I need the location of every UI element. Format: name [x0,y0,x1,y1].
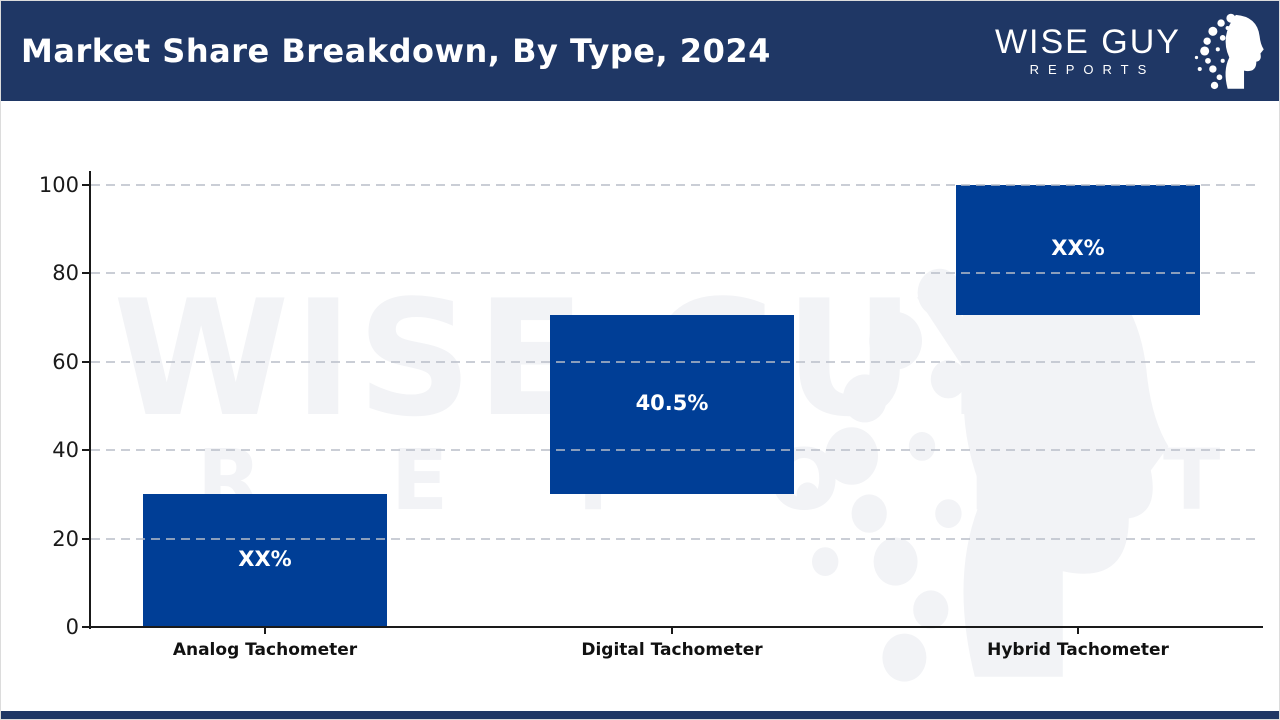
y-tick [82,537,89,540]
category-label-2: Digital Tachometer [581,640,763,660]
y-tick [82,184,89,186]
logo-head-icon [1194,13,1264,90]
y-tick-label: 0 [65,615,79,639]
category-label-1: Analog Tachometer [172,640,358,660]
header: Market Share Breakdown, By Type, 2024 WI… [1,1,1279,101]
bar-value-label: XX% [1051,236,1105,261]
logo-subtitle: REPORTS [1029,61,1156,77]
bar-value-label: 40.5% [635,390,709,415]
logo-text: WISE GUY REPORTS [994,23,1181,77]
logo-wordmark: WISE GUY [994,23,1181,62]
y-tick-label: 80 [52,261,79,286]
x-tick [671,628,673,634]
x-tick [1077,628,1079,634]
gridline [91,360,1256,363]
gridline [91,449,1256,452]
gridline [91,537,1256,540]
y-tick-label: 60 [52,349,79,374]
category-label-3: Hybrid Tachometer [987,640,1169,660]
bar-analog-tachometer: XX% [143,494,387,627]
x-axis [89,626,1263,628]
y-axis [89,171,91,629]
y-tick-label: 40 [52,438,79,463]
y-tick-label: 20 [52,526,79,551]
bar-value-label: XX% [238,546,292,571]
gridline [91,184,1256,186]
gridline [91,272,1256,275]
bar-hybrid-tachometer: XX% [956,185,1200,316]
y-tick [82,272,89,275]
logo: WISE GUY REPORTS [995,9,1267,93]
bar-digital-tachometer: 40.5% [550,315,794,495]
y-tick [82,449,89,452]
footer-bar [1,711,1279,719]
y-tick [82,360,89,363]
y-tick [82,626,89,628]
x-tick [264,628,266,634]
y-tick-label: 100 [38,173,79,197]
chart-title: Market Share Breakdown, By Type, 2024 [21,32,771,70]
